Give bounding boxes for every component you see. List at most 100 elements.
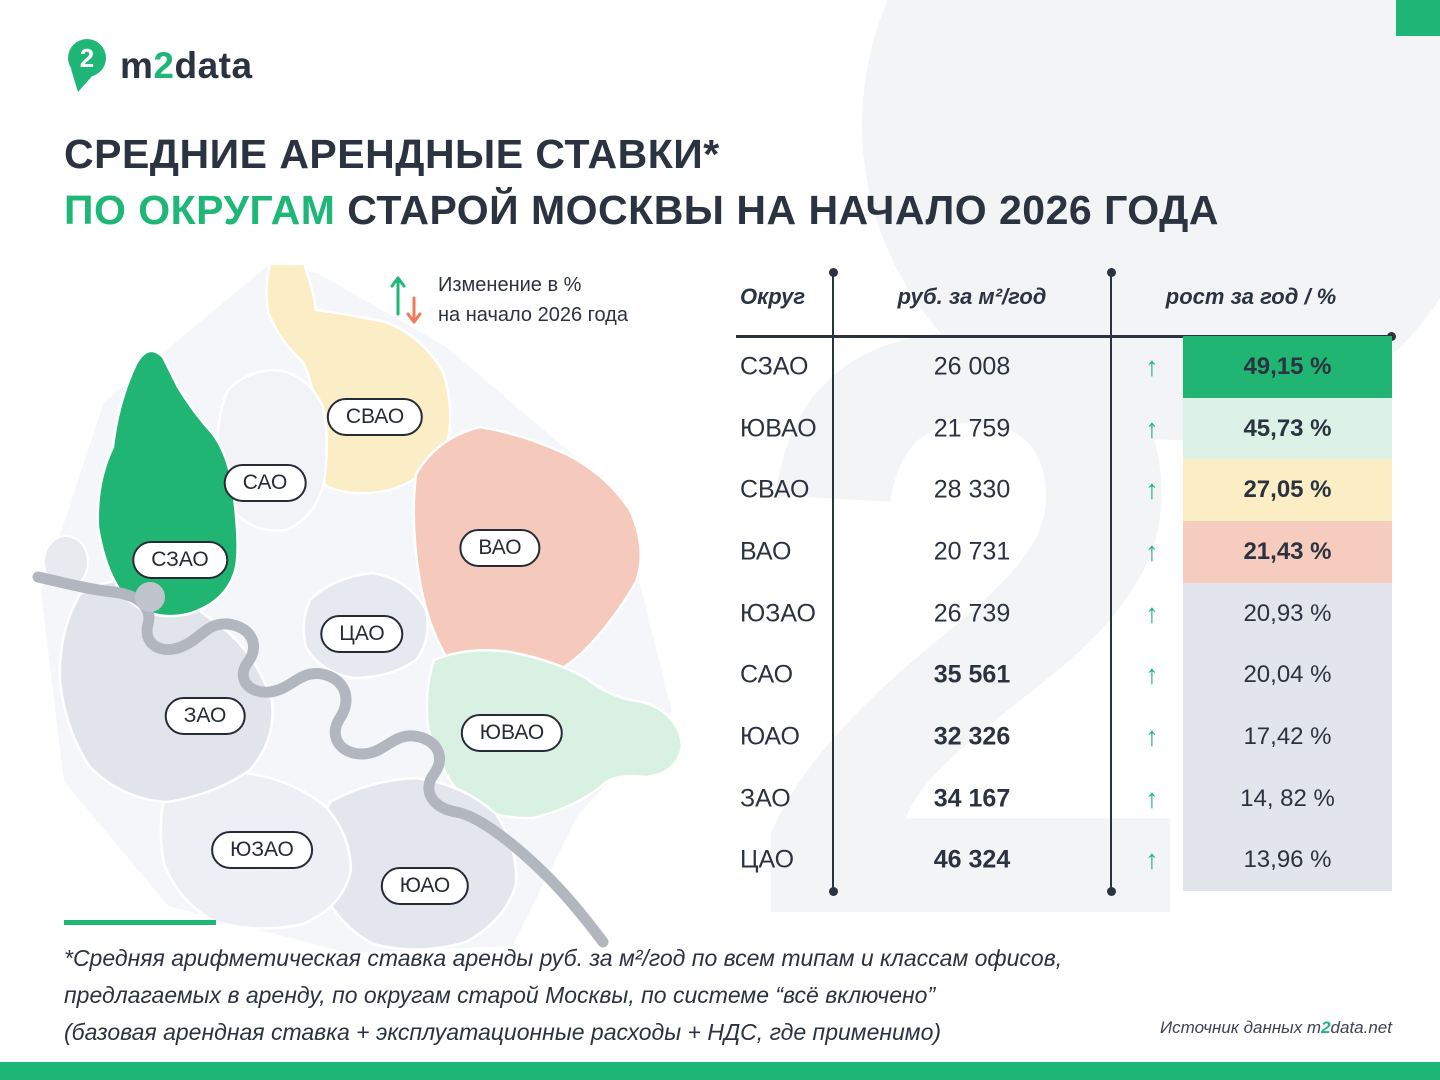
up-arrow-icon: ↑ xyxy=(1145,474,1159,505)
up-arrow-icon: ↑ xyxy=(1145,783,1159,814)
growth-cell: 14, 82 % xyxy=(1183,767,1392,830)
growth-cell: 21,43 % xyxy=(1183,521,1392,583)
table-row: ЮЗАО 26 739 ↑ 20,93 % xyxy=(736,582,1392,645)
divider-dot xyxy=(828,268,838,277)
up-arrow-icon: ↑ xyxy=(1145,659,1159,690)
rate-cell: 28 330 xyxy=(933,475,1011,504)
river-pond xyxy=(135,582,165,612)
legend-line-1: Изменение в % xyxy=(438,274,582,296)
source-suffix: data.net xyxy=(1330,1018,1392,1037)
growth-cell: 45,73 % xyxy=(1183,397,1392,460)
divider-dot xyxy=(828,887,838,896)
legend: Изменение в % на начало 2026 года xyxy=(390,270,628,330)
title-line-2: ПО ОКРУГАМ СТАРОЙ МОСКВЫ НА НАЧАЛО 2026 … xyxy=(64,182,1219,238)
header-okrug: Округ xyxy=(740,284,806,309)
legend-text: Изменение в % на начало 2026 года xyxy=(438,270,628,330)
title-line-1: СРЕДНИЕ АРЕНДНЫЕ СТАВКИ* xyxy=(64,131,720,177)
watermark-digit-2: 2 xyxy=(742,161,1204,1080)
column-divider-1 xyxy=(832,272,834,891)
okrug-cell: СВАО xyxy=(740,475,810,504)
up-arrow-icon: ↑ xyxy=(1145,598,1159,629)
header-underline xyxy=(736,335,1392,338)
rate-cell: 21 759 xyxy=(933,414,1011,443)
okrug-cell: ЦАО xyxy=(740,845,795,874)
rate-cell: 32 326 xyxy=(933,722,1011,751)
table-header: Округ руб. за м²/год рост за год / % xyxy=(736,268,1392,336)
logo-accent: 2 xyxy=(153,45,175,86)
growth-cell: 20,04 % xyxy=(1183,644,1392,707)
up-arrow-icon: ↑ xyxy=(1145,536,1159,567)
okrug-cell: ЗАО xyxy=(740,784,791,813)
moscow-districts-map: СВАО САО СЗАО ВАО ЦАО ЗАО ЮВАО ЮЗАО ЮАО xyxy=(18,262,723,967)
up-arrow-icon: ↑ xyxy=(1145,844,1159,875)
down-arrow-icon xyxy=(406,296,422,324)
logo-pre: m xyxy=(120,45,154,86)
growth-cell: 49,15 % xyxy=(1183,336,1392,398)
rate-cell: 35 561 xyxy=(933,660,1011,689)
map-label-svao: СВАО xyxy=(326,398,424,436)
footnote-line-2: предлагаемых в аренду, по округам старой… xyxy=(64,982,936,1008)
table-row: ЮВАО 21 759 ↑ 45,73 % xyxy=(736,397,1392,460)
title-rest: СТАРОЙ МОСКВЫ НА НАЧАЛО 2026 ГОДА xyxy=(335,187,1219,233)
table-row: ВАО 20 731 ↑ 21,43 % xyxy=(736,521,1392,583)
footnote-line-1: *Средняя арифметическая ставка аренды ру… xyxy=(64,945,1063,971)
rate-cell: 26 739 xyxy=(933,599,1011,628)
map-label-zao: ЗАО xyxy=(164,697,246,735)
growth-cell: 20,93 % xyxy=(1183,582,1392,645)
map-label-cao: ЦАО xyxy=(320,615,404,653)
footnote-line-3: (базовая арендная ставка + эксплуатацион… xyxy=(64,1019,942,1045)
table-row: ЦАО 46 324 ↑ 13,96 % xyxy=(736,829,1392,892)
okrug-cell: ЮЗАО xyxy=(740,599,816,628)
svg-text:2: 2 xyxy=(80,43,94,73)
growth-cell: 17,42 % xyxy=(1183,706,1392,768)
bottom-accent-bar xyxy=(0,1062,1440,1080)
moskva-river xyxy=(32,571,609,948)
table-row: ЮАО 32 326 ↑ 17,42 % xyxy=(736,706,1392,768)
map-label-yuao: ЮАО xyxy=(380,867,470,905)
rate-cell: 34 167 xyxy=(933,784,1011,813)
logo: 2 m2data xyxy=(64,38,253,94)
okrug-cell: ЮАО xyxy=(740,722,800,751)
logo-post: data xyxy=(174,45,253,86)
table-row: САО 35 561 ↑ 20,04 % xyxy=(736,644,1392,707)
table-row: ЗАО 34 167 ↑ 14, 82 % xyxy=(736,767,1392,830)
table-row: СВАО 28 330 ↑ 27,05 % xyxy=(736,459,1392,522)
map-label-vao: ВАО xyxy=(459,529,541,567)
header-rate: руб. за м²/год xyxy=(897,284,1047,309)
legend-line-2: на начало 2026 года xyxy=(438,304,628,326)
okrug-cell: САО xyxy=(740,660,794,689)
growth-cell: 27,05 % xyxy=(1183,459,1392,522)
up-arrow-icon: ↑ xyxy=(1145,351,1159,382)
page-title: СРЕДНИЕ АРЕНДНЫЕ СТАВКИ* ПО ОКРУГАМ СТАР… xyxy=(64,126,1219,238)
growth-cell: 13,96 % xyxy=(1183,829,1392,892)
divider-dot xyxy=(1106,268,1116,277)
rate-cell: 20 731 xyxy=(933,537,1011,566)
map-label-szao: СЗАО xyxy=(132,541,228,579)
map-pin-icon: 2 xyxy=(68,39,106,92)
data-source[interactable]: Источник данных m2data.net xyxy=(1160,1018,1392,1038)
up-arrow-icon xyxy=(390,276,406,316)
source-prefix: Источник данных m xyxy=(1159,1018,1322,1037)
table-rows: СЗАО 26 008 ↑ 49,15 % ЮВАО 21 759 ↑ 45,7… xyxy=(736,336,1392,892)
map-label-sao: САО xyxy=(223,464,307,502)
footnote-rule xyxy=(64,920,216,925)
map-label-yuvao: ЮВАО xyxy=(460,714,564,752)
logo-text: m2data xyxy=(120,45,253,87)
title-accent: ПО ОКРУГАМ xyxy=(64,187,336,233)
map-label-yuzao: ЮЗАО xyxy=(211,831,313,869)
divider-dot xyxy=(1106,887,1116,896)
source-accent: 2 xyxy=(1321,1018,1331,1037)
corner-accent xyxy=(1396,0,1440,36)
legend-arrows-icon xyxy=(390,276,422,324)
up-arrow-icon: ↑ xyxy=(1145,721,1159,752)
okrug-cell: ВАО xyxy=(740,537,792,566)
rate-cell: 26 008 xyxy=(933,352,1011,381)
footnote: *Средняя арифметическая ставка аренды ру… xyxy=(64,940,1062,1051)
okrug-cell: ЮВАО xyxy=(740,414,817,443)
okrug-cell: СЗАО xyxy=(740,352,809,381)
rate-cell: 46 324 xyxy=(933,845,1011,874)
table-row: СЗАО 26 008 ↑ 49,15 % xyxy=(736,336,1392,398)
header-growth: рост за год / % xyxy=(1165,284,1337,309)
up-arrow-icon: ↑ xyxy=(1145,413,1159,444)
